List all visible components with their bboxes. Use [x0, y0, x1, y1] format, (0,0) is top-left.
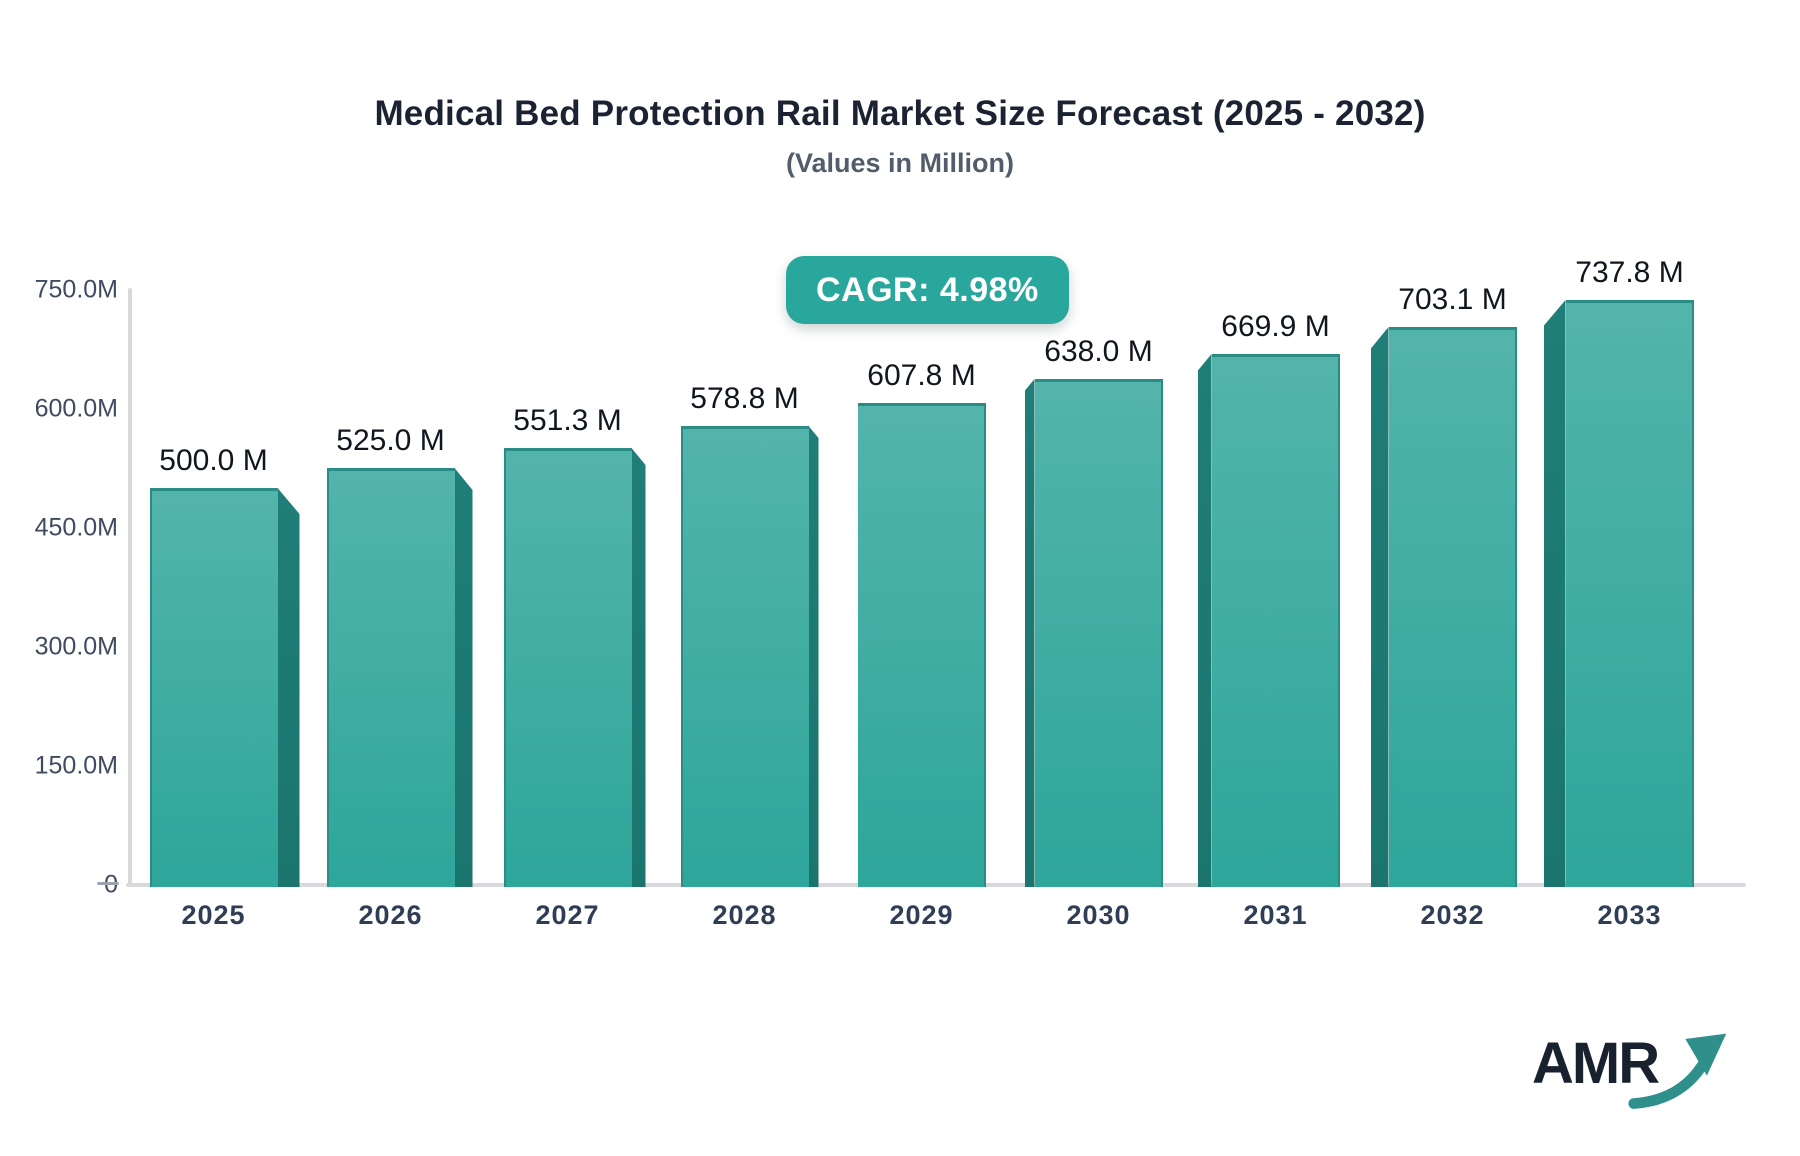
bar-2026: 525.0 M [326, 424, 473, 887]
y-tick-label: 600.0M [34, 394, 118, 423]
bar-face [149, 488, 278, 887]
bar-side-face [1370, 327, 1389, 887]
bar-face [326, 468, 455, 887]
bar-face [1388, 327, 1517, 887]
bar-2030: 638.0 M [1024, 335, 1163, 887]
bar-2029: 607.8 M [857, 359, 986, 887]
bar-side-face [631, 448, 646, 887]
page-title: Medical Bed Protection Rail Market Size … [374, 94, 1426, 133]
bar-value-label: 525.0 M [336, 424, 445, 457]
y-tick-label: 750.0M [34, 275, 118, 304]
bar-value-label: 703.1 M [1398, 283, 1507, 316]
x-tick-label: 2026 [358, 900, 423, 930]
bar-face [857, 403, 986, 887]
bar-face [1211, 354, 1340, 887]
bar-side-face [1197, 354, 1212, 887]
x-tick-label: 2031 [1243, 900, 1308, 930]
amr-logo: AMR [1532, 1022, 1732, 1112]
bar-2031: 669.9 M [1197, 310, 1340, 887]
y-tick-label: 450.0M [34, 513, 118, 542]
bar-side-face [1024, 379, 1035, 887]
y-tick-label: 300.0M [34, 632, 118, 661]
bar-face [503, 448, 632, 887]
bar-2025: 500.0 M [149, 444, 300, 887]
bar-side-face [808, 426, 819, 887]
x-tick-label: 2032 [1420, 900, 1485, 930]
bar-face [1565, 300, 1694, 887]
bar-side-face [277, 488, 300, 887]
page-subtitle: (Values in Million) [785, 148, 1015, 178]
bar-value-label: 578.8 M [690, 382, 799, 415]
bar-value-label: 737.8 M [1575, 256, 1684, 289]
x-tick-label: 2025 [181, 900, 246, 930]
x-tick-label: 2027 [535, 900, 600, 930]
y-axis-line [128, 288, 132, 887]
bar-2032: 703.1 M [1370, 283, 1517, 887]
zero-tick-dash [97, 882, 119, 885]
bar-value-label: 669.9 M [1221, 310, 1330, 343]
y-tick-label: 150.0M [34, 751, 118, 780]
x-tick-label: 2029 [889, 900, 954, 930]
cagr-badge: CAGR: 4.98% [786, 256, 1069, 324]
amr-logo-text: AMR [1532, 1031, 1660, 1096]
y-tick-label: 0 [0, 871, 118, 900]
bar-2027: 551.3 M [503, 404, 646, 887]
bar-side-face [1543, 300, 1566, 887]
bar-2028: 578.8 M [680, 382, 819, 887]
x-tick-label: 2030 [1066, 900, 1131, 930]
x-tick-label: 2028 [712, 900, 777, 930]
trend-arrow-icon [1628, 1033, 1727, 1109]
bar-side-face [454, 468, 473, 887]
bar-value-label: 638.0 M [1044, 335, 1153, 368]
bar-2033: 737.8 M [1543, 256, 1694, 887]
bar-face [680, 426, 809, 887]
x-tick-label: 2033 [1597, 900, 1662, 930]
bar-value-label: 551.3 M [513, 404, 622, 437]
bar-value-label: 500.0 M [159, 444, 268, 477]
bar-face [1034, 379, 1163, 887]
bar-value-label: 607.8 M [867, 359, 976, 392]
